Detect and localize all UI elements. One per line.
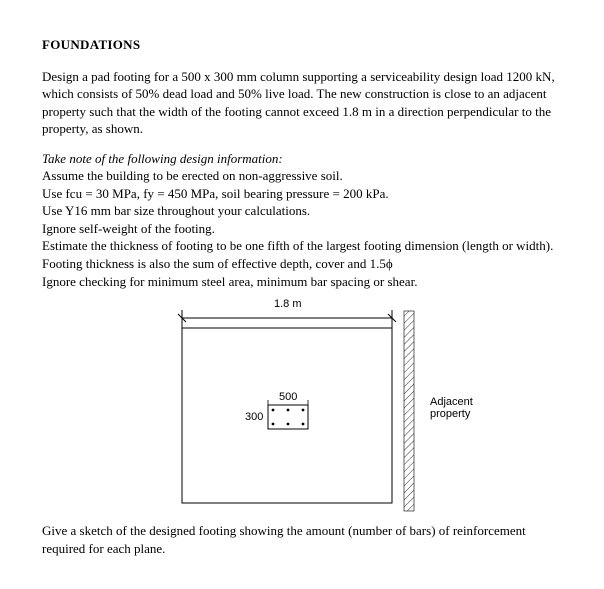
dim-top-label: 1.8 m	[274, 298, 302, 310]
design-info-header: Take note of the following design inform…	[42, 150, 562, 168]
design-info-line: Use fcu = 30 MPa, fy = 450 MPa, soil bea…	[42, 185, 562, 203]
design-info-line: Use Y16 mm bar size throughout your calc…	[42, 202, 562, 220]
design-info-line: Footing thickness is also the sum of eff…	[42, 255, 562, 273]
col-height-label: 300	[245, 411, 263, 423]
section-heading: FOUNDATIONS	[42, 36, 562, 54]
adjacent-label: Adjacent property	[430, 396, 473, 420]
intro-paragraph: Design a pad footing for a 500 x 300 mm …	[42, 68, 562, 138]
figure-svg	[42, 296, 562, 516]
closing-paragraph: Give a sketch of the designed footing sh…	[42, 522, 562, 557]
col-width-label: 500	[279, 391, 297, 403]
design-info-line: Assume the building to be erected on non…	[42, 167, 562, 185]
adjacent-hatch	[404, 311, 414, 511]
design-info-line: Ignore checking for minimum steel area, …	[42, 273, 562, 291]
column-dots	[272, 409, 305, 426]
design-info-line: Ignore self-weight of the footing.	[42, 220, 562, 238]
footing-rect	[182, 328, 392, 503]
figure: 1.8 m 500 300 Adjacent property	[42, 296, 562, 516]
dim-top	[178, 310, 396, 328]
design-info-line: Estimate the thickness of footing to be …	[42, 237, 562, 255]
page: FOUNDATIONS Design a pad footing for a 5…	[0, 0, 604, 589]
design-info-block: Take note of the following design inform…	[42, 150, 562, 290]
